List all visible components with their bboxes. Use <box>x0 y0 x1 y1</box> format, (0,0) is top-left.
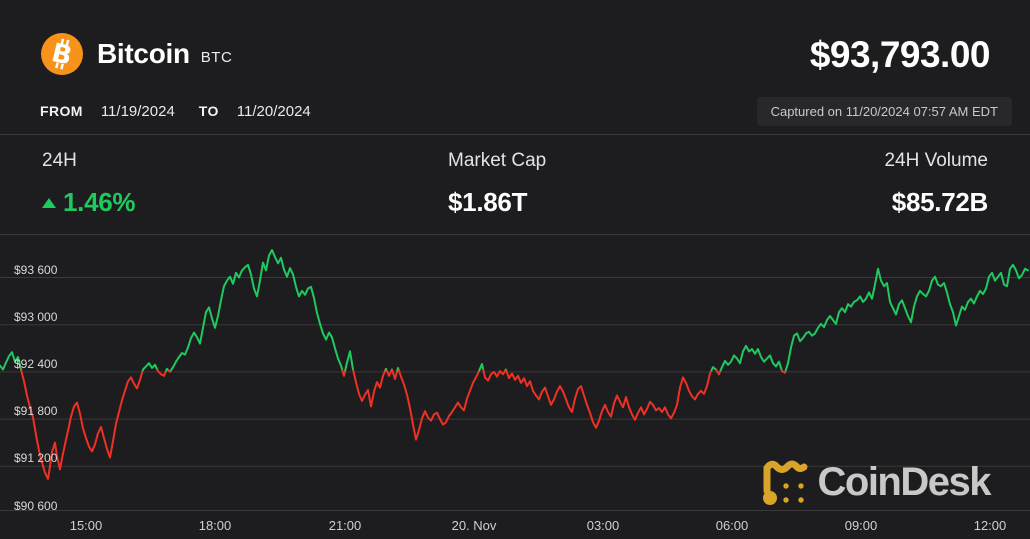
y-tick-label: $91 800 <box>14 404 58 419</box>
x-axis: 15:00 18:00 21:00 20. Nov 03:00 06:00 09:00 12:… <box>0 510 1030 539</box>
divider <box>0 134 1030 135</box>
captured-badge: Captured on 11/20/2024 07:57 AM EDT <box>756 97 1012 126</box>
x-tick-label: 09:00 <box>844 518 878 533</box>
from-label: FROM <box>40 103 83 119</box>
x-tick-label: 03:00 <box>586 518 620 533</box>
coin-name: Bitcoin <box>97 38 190 69</box>
y-tick-label: $93 600 <box>14 262 58 277</box>
y-tick-label: $90 600 <box>14 498 58 513</box>
bitcoin-logo-icon: B <box>41 33 83 75</box>
x-tick-label: 18:00 <box>198 518 232 533</box>
change-label: 24H <box>42 150 77 171</box>
y-tick-label: $93 000 <box>14 309 58 324</box>
price-chart: $93 600 $93 000 $92 400 $91 800 $91 200 $90 6… <box>0 235 1030 513</box>
change-percent: 1.46% <box>63 187 136 217</box>
arrow-up-icon <box>42 197 56 208</box>
divider <box>0 234 1030 235</box>
volume-value: $85.72B <box>891 187 989 217</box>
y-tick-label: $91 200 <box>14 451 58 466</box>
market-cap-value: $1.86T <box>448 187 528 217</box>
coin-symbol: BTC <box>200 48 233 66</box>
from-date: 11/19/2024 <box>100 103 175 120</box>
market-cap-label: Market Cap <box>448 150 547 171</box>
to-label: TO <box>198 103 219 119</box>
price-line-chart <box>0 249 1030 480</box>
change-value: 1.46% <box>42 187 136 218</box>
to-date: 11/20/2024 <box>236 103 311 120</box>
x-tick-label: 15:00 <box>69 518 103 533</box>
current-price: $93,793.00 <box>809 34 991 75</box>
x-tick-label: 20. Nov <box>451 518 497 533</box>
x-tick-label: 06:00 <box>715 518 749 533</box>
coindesk-logo-icon <box>762 460 807 505</box>
x-tick-label: 12:00 <box>973 518 1007 533</box>
brand-row: B Bitcoin BTC <box>40 32 232 76</box>
coindesk-logo-text: CoinDesk <box>817 459 992 504</box>
x-tick-label: 21:00 <box>328 518 362 533</box>
date-range: FROM 11/19/2024 TO 11/20/2024 <box>40 103 335 120</box>
y-tick-label: $92 400 <box>14 356 58 371</box>
coindesk-logo: CoinDesk <box>761 458 991 506</box>
volume-label: 24H Volume <box>884 150 988 171</box>
